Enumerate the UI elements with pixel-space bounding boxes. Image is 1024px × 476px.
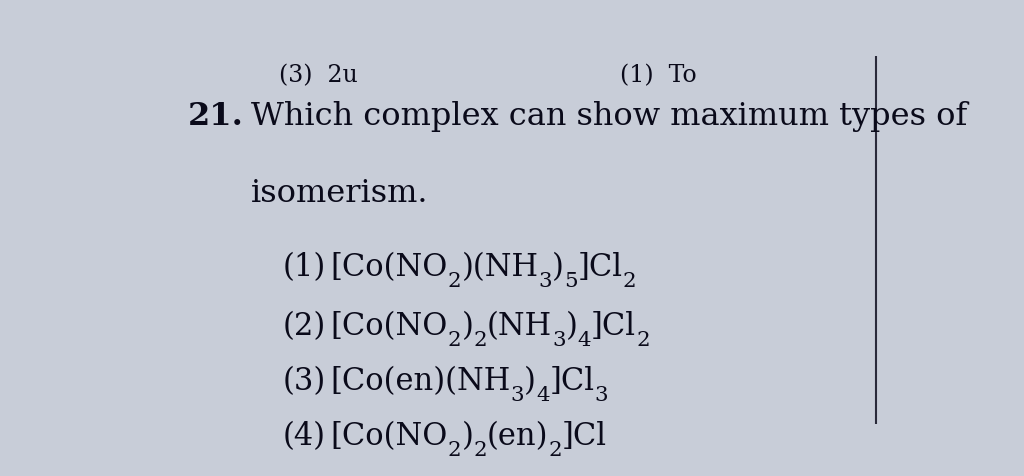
Text: ]Cl: ]Cl — [591, 310, 636, 341]
Text: ]Cl: ]Cl — [562, 420, 607, 451]
Text: (3)  2u: (3) 2u — [279, 64, 357, 88]
Text: 3: 3 — [595, 385, 608, 404]
Text: (en): (en) — [486, 420, 549, 451]
Text: 2: 2 — [473, 440, 486, 459]
Text: 4: 4 — [537, 385, 550, 404]
Text: 2: 2 — [636, 330, 650, 349]
Text: (1)  To: (1) To — [620, 64, 696, 88]
Text: ): ) — [552, 251, 564, 282]
Text: 3: 3 — [539, 271, 552, 290]
Text: 5: 5 — [564, 271, 578, 290]
Text: [Co(NO: [Co(NO — [331, 251, 447, 282]
Text: ): ) — [462, 420, 473, 451]
Text: 2: 2 — [447, 330, 462, 349]
Text: (2): (2) — [283, 310, 326, 341]
Text: )(NH: )(NH — [462, 251, 539, 282]
Text: (4): (4) — [283, 420, 326, 451]
Text: 4: 4 — [578, 330, 591, 349]
Text: ): ) — [462, 310, 473, 341]
Text: ): ) — [524, 365, 537, 396]
Text: 21.: 21. — [187, 101, 244, 132]
Text: ]Cl: ]Cl — [550, 365, 595, 396]
Text: isomerism.: isomerism. — [251, 178, 428, 209]
Text: Which complex can show maximum types of: Which complex can show maximum types of — [251, 101, 968, 132]
Text: 3: 3 — [511, 385, 524, 404]
Text: 2: 2 — [447, 440, 462, 459]
Text: [Co(NO: [Co(NO — [331, 310, 447, 341]
Text: (3): (3) — [283, 365, 326, 396]
Text: 2: 2 — [447, 271, 462, 290]
Text: ]Cl: ]Cl — [578, 251, 623, 282]
Text: 3: 3 — [552, 330, 565, 349]
Text: 2: 2 — [473, 330, 486, 349]
Text: 2: 2 — [549, 440, 562, 459]
Text: (1): (1) — [283, 251, 326, 282]
Text: 2: 2 — [623, 271, 636, 290]
Text: [Co(en)(NH: [Co(en)(NH — [331, 365, 511, 396]
Text: ): ) — [565, 310, 578, 341]
Text: (NH: (NH — [486, 310, 552, 341]
Text: [Co(NO: [Co(NO — [331, 420, 447, 451]
